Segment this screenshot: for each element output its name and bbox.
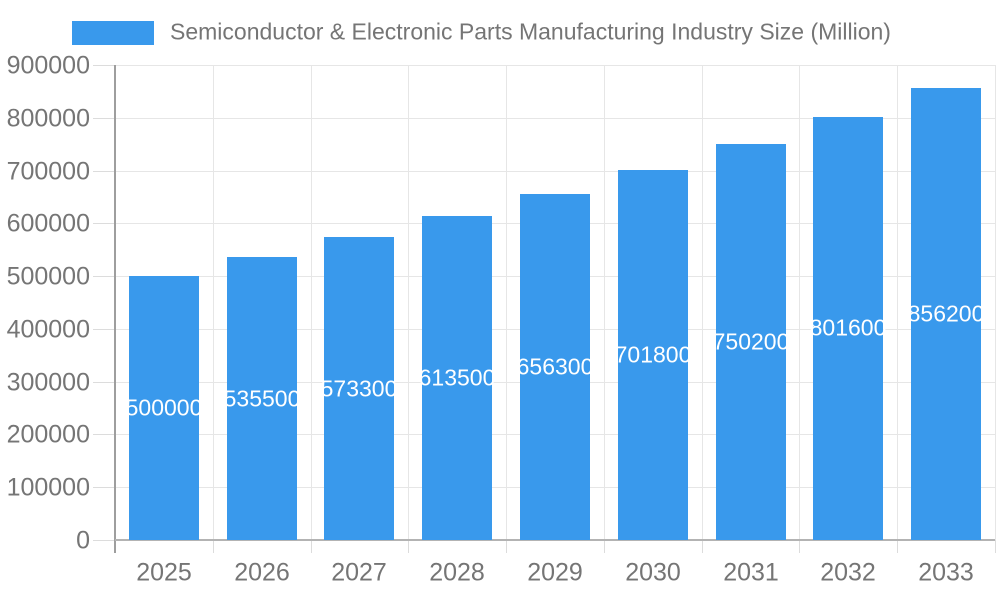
y-gridline [115,171,995,172]
x-axis-tick [506,540,507,553]
y-axis-tick-label: 400000 [6,315,90,344]
y-axis-tick-label: 600000 [6,209,90,238]
y-axis-tick-label: 200000 [6,420,90,449]
x-axis-tick-label: 2030 [625,558,681,587]
x-gridline [213,65,214,540]
bar-2033[interactable] [911,88,981,540]
x-gridline [995,65,996,540]
y-gridline [115,65,995,66]
bar-2032[interactable] [813,117,883,540]
x-axis-tick-label: 2029 [527,558,583,587]
y-axis-tick [93,223,115,224]
x-gridline [506,65,507,540]
bar-2025[interactable] [129,276,199,540]
bar-2030[interactable] [618,170,688,540]
x-axis-tick [799,540,800,553]
y-axis-tick-label: 100000 [6,473,90,502]
y-axis-tick [93,382,115,383]
x-axis-tick-label: 2027 [331,558,387,587]
y-axis-tick-label: 500000 [6,262,90,291]
x-axis-tick [311,540,312,553]
x-axis-tick-label: 2028 [429,558,485,587]
x-gridline [604,65,605,540]
bar-2027[interactable] [324,237,394,540]
x-gridline [311,65,312,540]
x-axis-baseline [115,539,995,541]
y-axis-tick-label: 300000 [6,368,90,397]
bar-2029[interactable] [520,194,590,540]
y-axis-tick-label: 900000 [6,51,90,80]
y-axis-tick-label: 700000 [6,157,90,186]
y-axis-line [114,65,116,553]
x-axis-tick [995,540,996,553]
x-gridline [799,65,800,540]
x-axis-tick [408,540,409,553]
y-axis-tick [93,540,115,541]
x-axis-tick [702,540,703,553]
y-gridline [115,118,995,119]
x-axis-tick [604,540,605,553]
y-axis-tick [93,434,115,435]
bar-2031[interactable] [716,144,786,540]
x-axis-tick [213,540,214,553]
x-axis-tick-label: 2025 [136,558,192,587]
y-axis-tick [93,276,115,277]
y-axis-tick [93,487,115,488]
x-gridline [702,65,703,540]
x-axis-tick-label: 2026 [234,558,290,587]
x-gridline [408,65,409,540]
x-axis-tick-label: 2033 [918,558,974,587]
x-axis-tick [897,540,898,553]
legend-swatch [72,21,154,45]
bar-2028[interactable] [422,216,492,540]
x-axis-tick-label: 2031 [723,558,779,587]
y-axis-tick-label: 800000 [6,104,90,133]
y-axis-tick [93,118,115,119]
y-axis-tick [93,65,115,66]
x-axis-tick-label: 2032 [820,558,876,587]
y-axis-tick-label: 0 [76,526,90,555]
y-axis-tick [93,171,115,172]
y-axis-tick [93,329,115,330]
chart-title: Semiconductor & Electronic Parts Manufac… [170,18,891,45]
bar-2026[interactable] [227,257,297,540]
x-gridline [897,65,898,540]
